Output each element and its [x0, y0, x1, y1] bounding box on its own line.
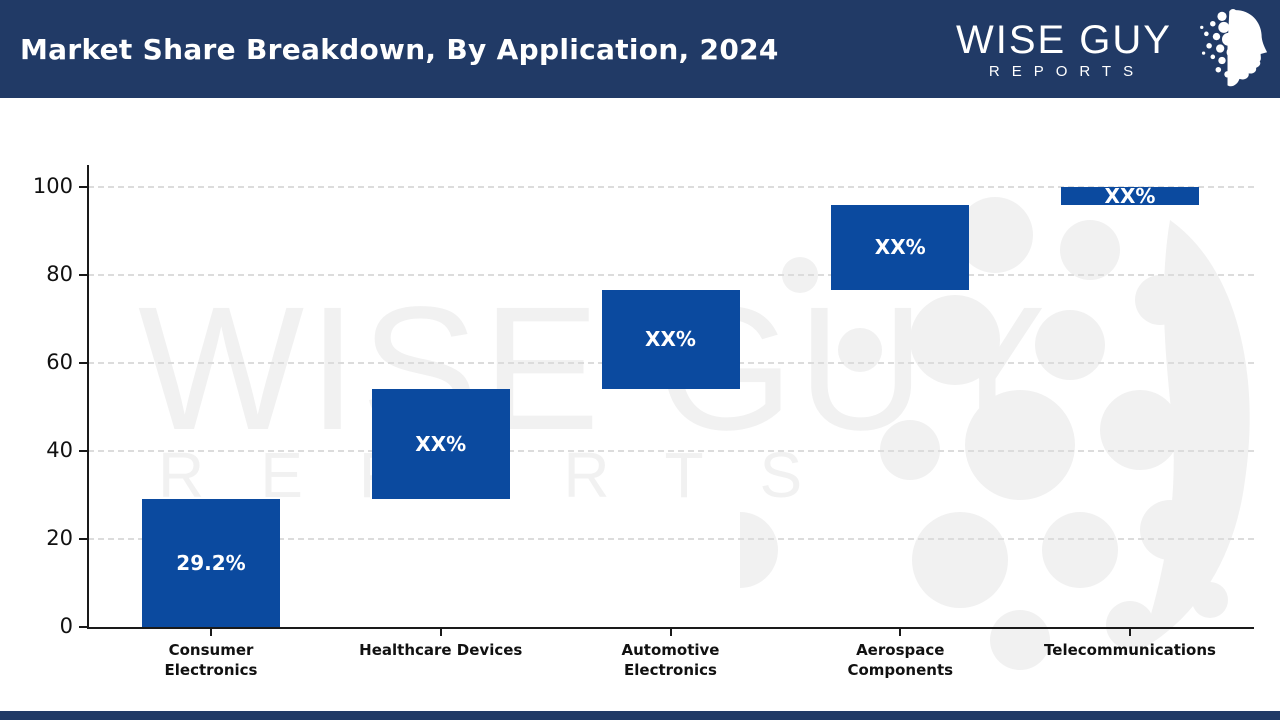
- logo-subtext: REPORTS: [988, 62, 1146, 80]
- page-title: Market Share Breakdown, By Application, …: [20, 32, 779, 66]
- x-axis-label-2: Automotive Electronics: [621, 641, 720, 679]
- y-tick-mark-20: [79, 538, 87, 540]
- y-tick-mark-80: [79, 274, 87, 276]
- gridline-40: [88, 450, 1254, 452]
- x-tick-mark-3: [899, 629, 902, 636]
- logo-wordmark-text: WISE GUY: [955, 17, 1172, 62]
- logo-head-icon: [1200, 8, 1268, 87]
- bar-0: 29.2%: [142, 498, 280, 627]
- x-axis-label-3: Aerospace Components: [847, 641, 954, 679]
- y-tick-label-20: 20: [46, 526, 73, 550]
- y-axis-line: [87, 165, 89, 629]
- x-axis-label-0: Consumer Electronics: [164, 641, 258, 679]
- y-tick-mark-100: [79, 186, 87, 188]
- bar-2: XX%: [601, 289, 740, 389]
- header: Market Share Breakdown, By Application, …: [0, 0, 1280, 98]
- wise-guy-logo: WISE GUY REPORTS: [956, 0, 1268, 98]
- bar-4: XX%: [1061, 184, 1199, 209]
- bar-value-label: XX%: [1104, 184, 1156, 209]
- footer-bar: [0, 711, 1280, 720]
- bar-1: XX%: [371, 388, 510, 499]
- gridline-20: [88, 538, 1254, 540]
- y-tick-label-0: 0: [59, 614, 73, 638]
- x-tick-mark-1: [439, 629, 442, 636]
- x-axis-line: [87, 627, 1254, 629]
- gridline-100: [88, 186, 1254, 188]
- x-axis-label-4: Telecommunications: [1044, 641, 1216, 659]
- y-tick-label-80: 80: [46, 262, 73, 286]
- waterfall-chart: 0 20 40 60 80 100 29.2% XX% XX% XX% XX% Consumer E…: [0, 98, 1280, 711]
- gridline-80: [88, 274, 1254, 276]
- bar-value-label: XX%: [874, 235, 926, 260]
- y-tick-label-100: 100: [32, 174, 73, 198]
- x-axis-label-1: Healthcare Devices: [359, 641, 523, 659]
- y-tick-label-60: 60: [46, 350, 73, 374]
- y-tick-label-40: 40: [46, 438, 73, 462]
- y-tick-mark-60: [79, 362, 87, 364]
- bar-3: XX%: [831, 205, 970, 290]
- y-tick-mark-0: [79, 626, 87, 628]
- logo-wordmark: WISE GUY REPORTS: [956, 19, 1172, 80]
- bar-value-label: XX%: [645, 327, 696, 352]
- bar-value-label: XX%: [415, 431, 467, 456]
- x-tick-mark-4: [1129, 629, 1131, 636]
- y-tick-mark-40: [79, 450, 87, 452]
- x-tick-mark-2: [669, 629, 672, 636]
- bar-value-label: 29.2%: [176, 550, 246, 575]
- x-tick-mark-0: [210, 629, 212, 636]
